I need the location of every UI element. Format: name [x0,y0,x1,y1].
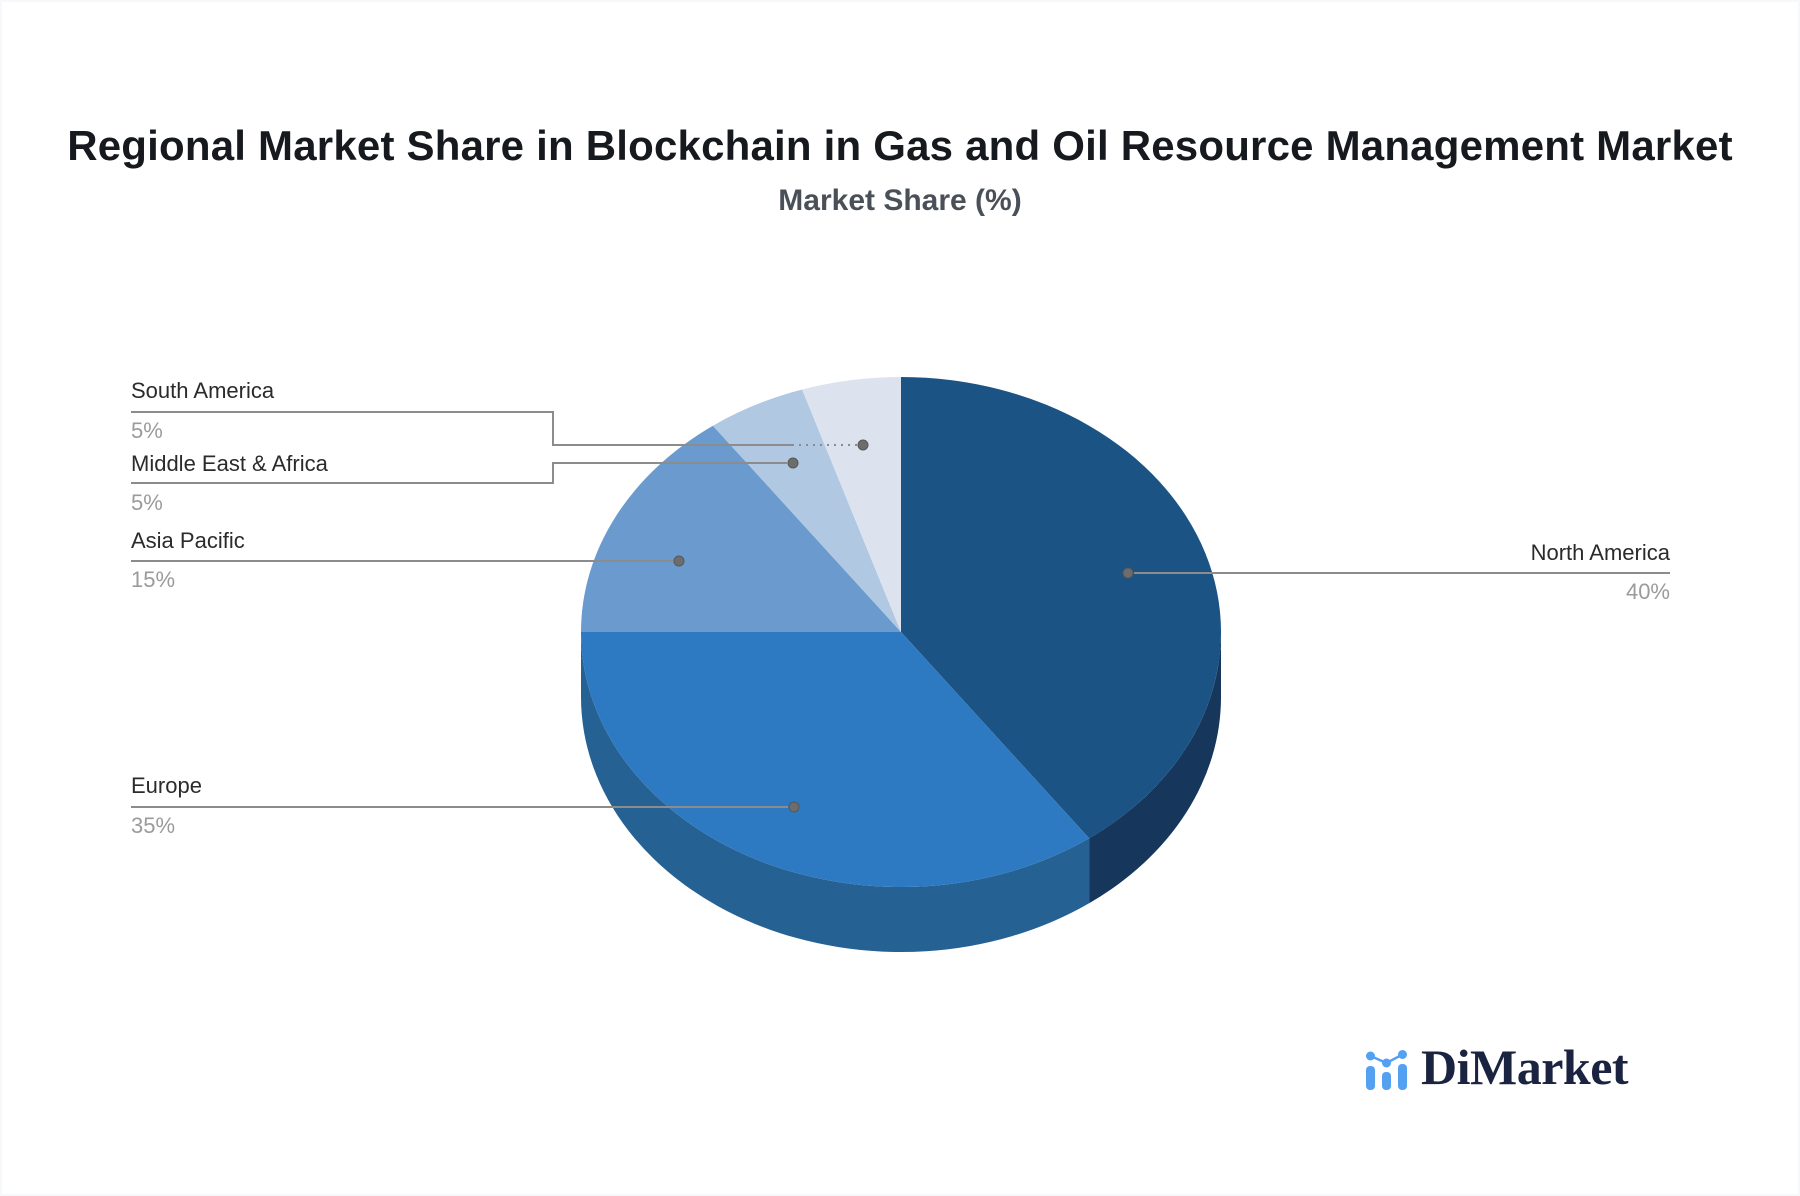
bar-chart-trend-icon [1366,1050,1407,1090]
value-europe: 35% [131,813,176,838]
logo-bar-3 [1398,1064,1407,1090]
label-europe: Europe [131,773,202,798]
pie-slice-south-america [802,377,901,632]
callout-dot-south-america [857,439,869,451]
logo-dot-2 [1382,1058,1391,1068]
pie-slice-middle-east-africa [712,389,901,632]
pie-slice-europe [581,632,1090,888]
logo-dot-3 [1398,1050,1407,1059]
value-middle-east-africa: 5% [131,490,163,515]
value-asia-pacific: 15% [131,567,176,592]
value-north-america: 40% [1625,579,1670,604]
callout-dot-middle-east-africa [787,457,799,469]
pie-side-europe [581,632,1090,953]
logo-wordmark: DiMarket [1421,1039,1629,1095]
chart-subtitle: Market Share (%) [778,184,1022,217]
dimarket-logo: DiMarket [1364,1039,1629,1095]
callout-dot-asia-pacific [673,555,685,567]
label-north-america: North America [1530,540,1670,565]
pie-slice-north-america [901,377,1222,839]
value-south-america: 5% [131,418,163,443]
callout-line-middle-east-africa [131,462,787,484]
chart-title: Regional Market Share in Blockchain in G… [67,122,1733,169]
label-south-america: South America [131,378,275,403]
pie-slice-asia-pacific [581,425,901,632]
label-middle-east-africa: Middle East & Africa [131,451,328,476]
logo-bar-1 [1366,1066,1375,1090]
label-asia-pacific: Asia Pacific [131,528,245,553]
logo-bar-2 [1382,1072,1391,1090]
logo-dot-1 [1366,1051,1375,1061]
pie-side-north-america [1089,632,1221,904]
callout-dot-europe [788,801,800,813]
callout-dot-north-america [1122,567,1134,579]
callout-line-south-america [131,411,792,446]
